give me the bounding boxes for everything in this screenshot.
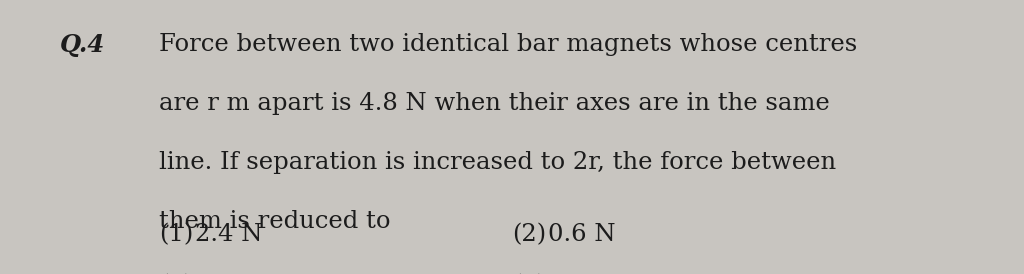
- Text: line. If separation is increased to 2r, the force between: line. If separation is increased to 2r, …: [159, 151, 836, 174]
- Text: 0.6 N: 0.6 N: [548, 223, 615, 246]
- Text: them is reduced to: them is reduced to: [159, 210, 390, 233]
- Text: (2): (2): [512, 223, 546, 246]
- Text: (1): (1): [159, 223, 193, 246]
- Text: Force between two identical bar magnets whose centres: Force between two identical bar magnets …: [159, 33, 857, 56]
- Text: are r m apart is 4.8 N when their axes are in the same: are r m apart is 4.8 N when their axes a…: [159, 92, 829, 115]
- Text: 2.4 N: 2.4 N: [195, 223, 262, 246]
- Text: Q.4: Q.4: [59, 33, 104, 57]
